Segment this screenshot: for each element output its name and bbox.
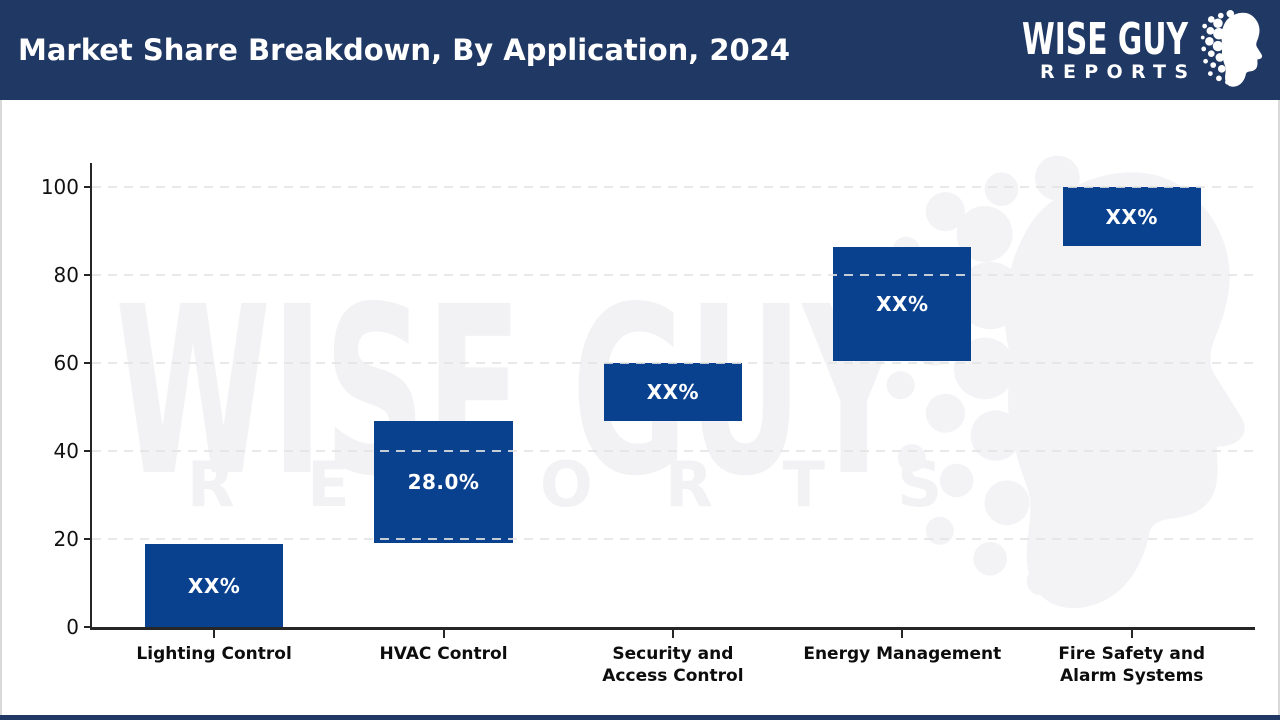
x-tick-label: Security and Access Control bbox=[602, 644, 744, 687]
brand-reports-text: REPORTS bbox=[1040, 61, 1188, 83]
bar-segment: XX% bbox=[603, 362, 742, 421]
gridline bbox=[92, 362, 1255, 365]
x-tick-label: Lighting Control bbox=[136, 644, 292, 664]
gridline bbox=[92, 186, 1255, 189]
x-tick-mark bbox=[671, 630, 674, 638]
bar-value-label: XX% bbox=[646, 379, 700, 404]
footer-bar bbox=[0, 715, 1280, 720]
bar-value-label: XX% bbox=[187, 573, 241, 598]
x-tick-mark bbox=[1130, 630, 1133, 638]
chart-area: WISE GUY REPORTS 020406080100XX%Lighting… bbox=[0, 100, 1280, 715]
x-tick-mark bbox=[901, 630, 904, 638]
header-bar: Market Share Breakdown, By Application, … bbox=[0, 0, 1280, 100]
plot-area: 0 20 40 60 80 100 XX% Lighting Control 28.0% HVAC… bbox=[41, 163, 1255, 686]
y-tick-label: 20 bbox=[53, 527, 79, 552]
bar-segment: XX% bbox=[1062, 187, 1201, 247]
wiseguy-head-icon bbox=[1200, 9, 1263, 87]
y-tick-label: 80 bbox=[53, 263, 79, 288]
bar-segment: 28.0% bbox=[374, 421, 513, 544]
gridline bbox=[92, 274, 1255, 277]
x-tick-label: Fire Safety and Alarm Systems bbox=[1058, 644, 1206, 687]
y-tick-mark bbox=[84, 538, 92, 541]
bar-value-label: XX% bbox=[876, 292, 929, 317]
y-tick-label: 60 bbox=[53, 351, 79, 376]
bar-value-label: XX% bbox=[1105, 204, 1158, 229]
y-tick-mark bbox=[84, 362, 92, 365]
x-tick-mark bbox=[213, 630, 216, 638]
gridline bbox=[92, 450, 1255, 453]
brand-wordmark: WISE GUY bbox=[1022, 14, 1189, 65]
y-tick-label: 0 bbox=[66, 615, 79, 639]
bar-value-label: 28.0% bbox=[407, 470, 480, 495]
x-tick-label: HVAC Control bbox=[379, 644, 508, 664]
y-tick-mark bbox=[84, 186, 92, 189]
x-tick-mark bbox=[442, 630, 445, 638]
brand-logo: WISE GUY REPORTS bbox=[1022, 9, 1263, 87]
y-tick-label: 40 bbox=[53, 439, 79, 464]
bar-segment: XX% bbox=[833, 247, 972, 362]
page-title: Market Share Breakdown, By Application, … bbox=[18, 33, 791, 67]
y-tick-mark bbox=[84, 450, 92, 453]
bar-segment: XX% bbox=[145, 544, 284, 627]
gridline bbox=[92, 538, 1255, 541]
y-tick-label: 100 bbox=[40, 175, 79, 200]
x-tick-label: Energy Management bbox=[803, 644, 1002, 664]
y-tick-mark bbox=[84, 274, 92, 277]
y-tick-mark bbox=[84, 626, 92, 628]
